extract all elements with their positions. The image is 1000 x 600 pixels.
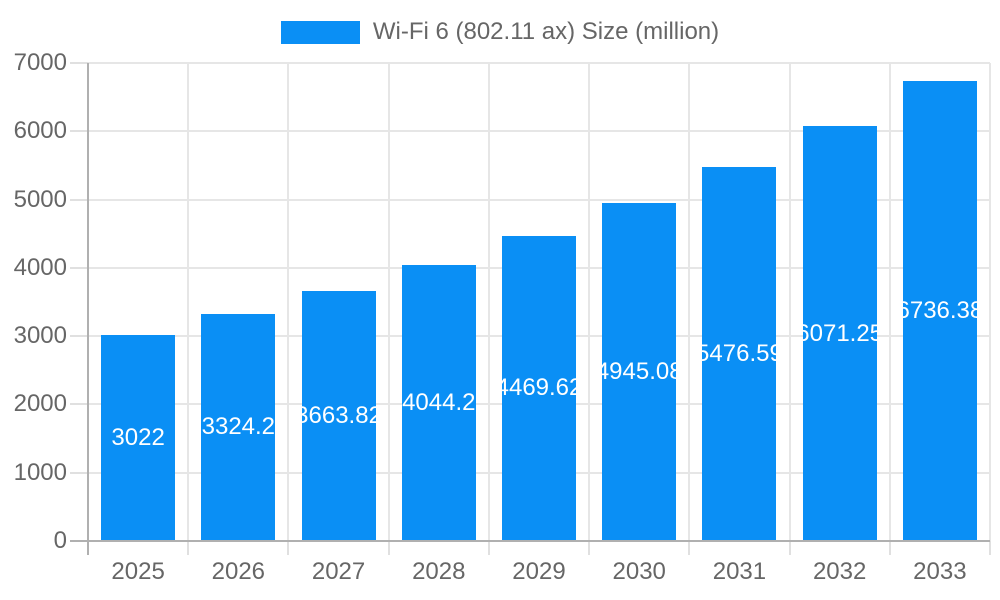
bar-2027[interactable]: 3663.82 <box>301 290 376 541</box>
bar-value-label: 3022 <box>111 423 165 451</box>
x-axis-tick <box>187 541 190 555</box>
y-axis-tick-label: 2000 <box>13 390 67 418</box>
legend-label: Wi-Fi 6 (802.11 ax) Size (million) <box>372 18 720 45</box>
x-axis-label: 2025 <box>111 558 165 585</box>
bar-2028[interactable]: 4044.2 <box>401 264 476 541</box>
x-axis-tick <box>888 541 891 555</box>
gridline-vertical <box>688 63 691 541</box>
gridline-horizontal <box>88 130 990 133</box>
bar-value-label: 4044.2 <box>402 388 476 416</box>
bar-2030[interactable]: 4945.08 <box>602 203 677 541</box>
y-axis-tick-label: 7000 <box>13 49 67 76</box>
y-axis-tick-label: 3000 <box>13 322 67 350</box>
y-axis-line <box>87 63 89 555</box>
bar-value-label: 6736.38 <box>902 296 977 324</box>
bar-value-label: 6071.25 <box>802 319 877 347</box>
legend[interactable]: Wi-Fi 6 (802.11 ax) Size (million) <box>0 18 1000 46</box>
y-axis-tick-label: 5000 <box>13 185 67 213</box>
bar-value-label: 3663.82 <box>301 401 376 429</box>
gridline-vertical <box>989 63 991 541</box>
bar-2032[interactable]: 6071.25 <box>802 126 877 541</box>
x-axis-tick <box>788 541 791 555</box>
bar-2029[interactable]: 4469.62 <box>502 235 576 541</box>
bar-2026[interactable]: 3324.2 <box>201 314 276 541</box>
y-axis-tick <box>70 130 88 133</box>
x-axis-line <box>70 540 990 542</box>
x-axis-label: 2028 <box>412 558 466 585</box>
x-axis-tick <box>688 541 691 555</box>
gridline-horizontal <box>88 62 990 64</box>
gridline-vertical <box>888 63 891 541</box>
bar-2031[interactable]: 5476.59 <box>702 167 777 541</box>
x-axis-tick <box>387 541 390 555</box>
y-axis-tick <box>70 403 88 406</box>
x-axis-tick <box>989 541 991 555</box>
gridline-vertical <box>788 63 791 541</box>
y-axis-tick-label: 0 <box>53 527 67 554</box>
x-axis-label: 2031 <box>712 558 767 585</box>
y-axis-tick-label: 1000 <box>13 458 67 486</box>
x-axis-label: 2030 <box>612 558 666 585</box>
legend-swatch <box>280 20 360 44</box>
y-axis-tick-label: 6000 <box>13 117 67 145</box>
gridline-horizontal <box>88 198 990 201</box>
x-axis-tick <box>287 541 290 555</box>
gridline-vertical <box>588 63 591 541</box>
bar-value-label: 4945.08 <box>602 358 677 386</box>
x-axis-label: 2032 <box>812 558 867 585</box>
y-axis-tick-label: 4000 <box>13 253 67 281</box>
y-axis-tick <box>70 266 88 269</box>
bar-value-label: 3324.2 <box>201 413 276 441</box>
y-axis-tick <box>70 335 88 338</box>
x-axis-label: 2027 <box>311 558 366 585</box>
bar-2025[interactable]: 3022 <box>101 334 176 541</box>
gridline-vertical <box>187 63 190 541</box>
x-axis-label: 2029 <box>512 558 566 585</box>
bar-2033[interactable]: 6736.38 <box>902 81 977 541</box>
x-axis-label: 2033 <box>913 558 967 585</box>
x-axis-label: 2026 <box>211 558 266 585</box>
bar-value-label: 4469.62 <box>502 374 576 402</box>
x-axis-tick <box>487 541 490 555</box>
y-axis-tick <box>70 198 88 201</box>
gridline-vertical <box>487 63 490 541</box>
y-axis-tick <box>70 62 88 64</box>
x-axis-tick <box>588 541 591 555</box>
gridline-vertical <box>287 63 290 541</box>
gridline-vertical <box>387 63 390 541</box>
y-axis-tick <box>70 471 88 474</box>
bar-value-label: 5476.59 <box>702 340 777 367</box>
